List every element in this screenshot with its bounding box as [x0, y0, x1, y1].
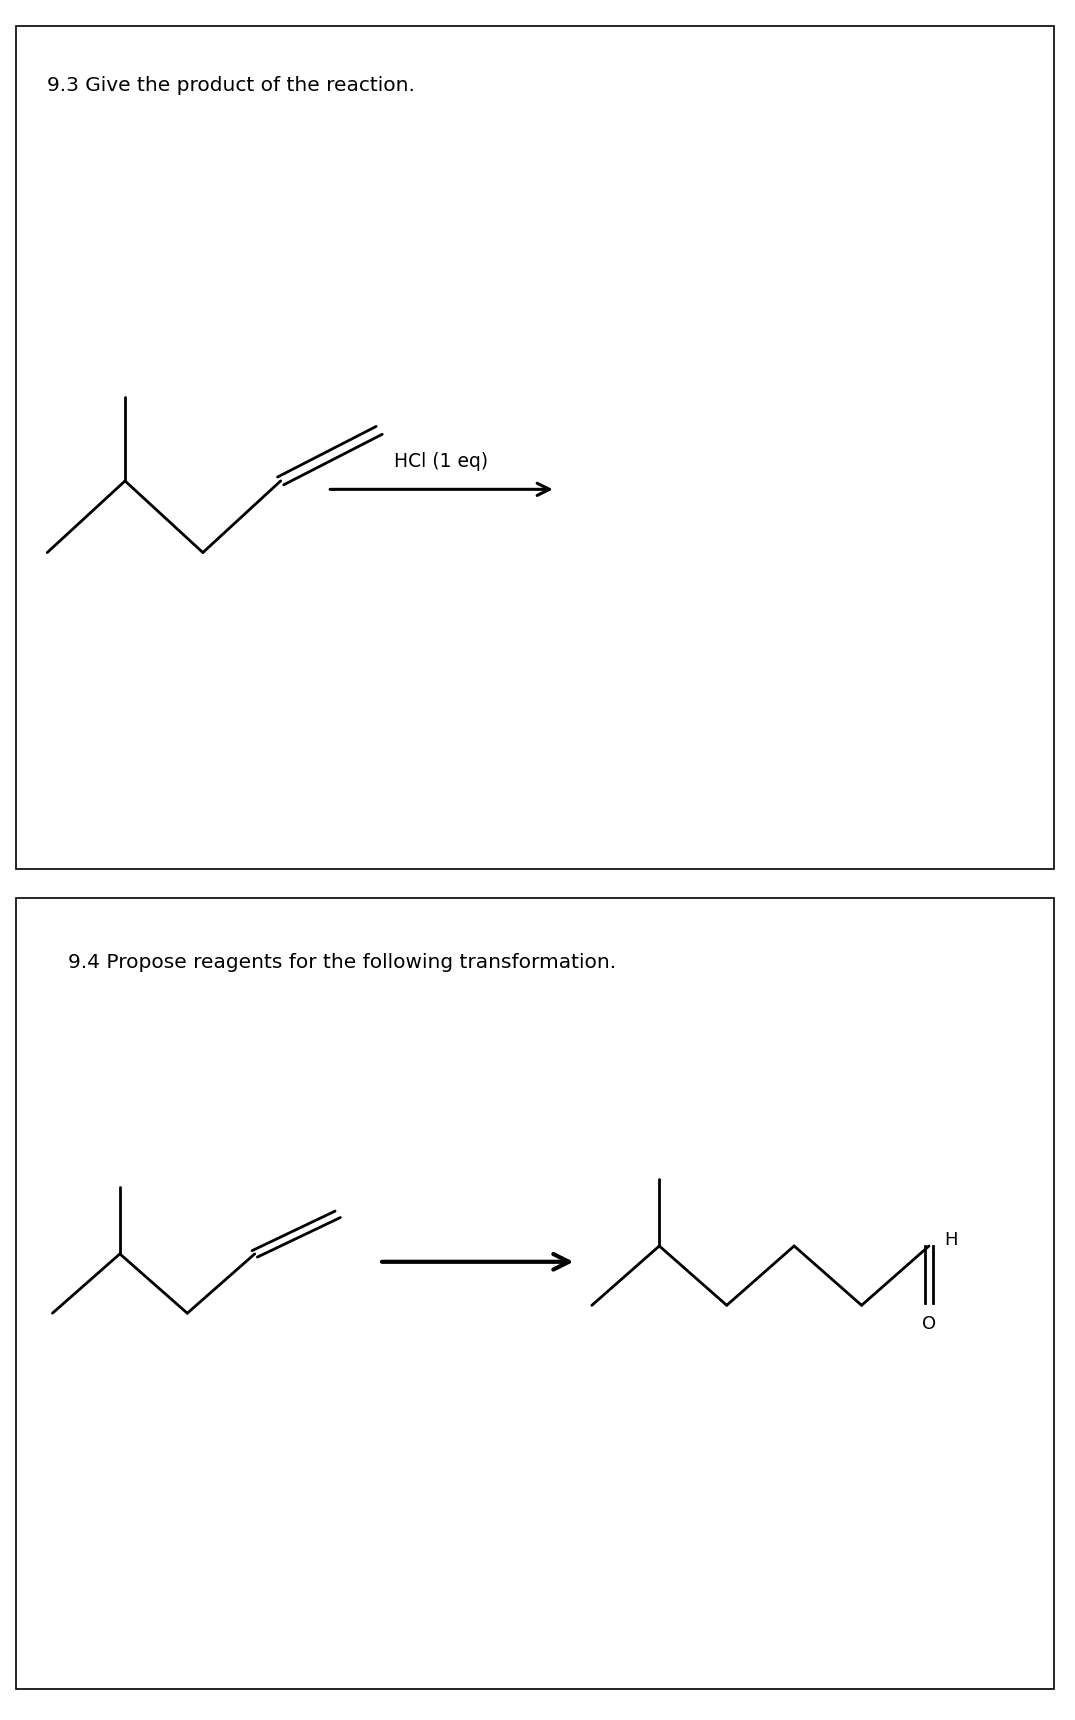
Text: 9.4 Propose reagents for the following transformation.: 9.4 Propose reagents for the following t…: [68, 953, 616, 972]
Text: HCl (1 eq): HCl (1 eq): [395, 452, 488, 471]
Text: O: O: [922, 1314, 936, 1333]
Text: H: H: [945, 1230, 958, 1249]
Text: 9.3 Give the product of the reaction.: 9.3 Give the product of the reaction.: [47, 76, 415, 95]
